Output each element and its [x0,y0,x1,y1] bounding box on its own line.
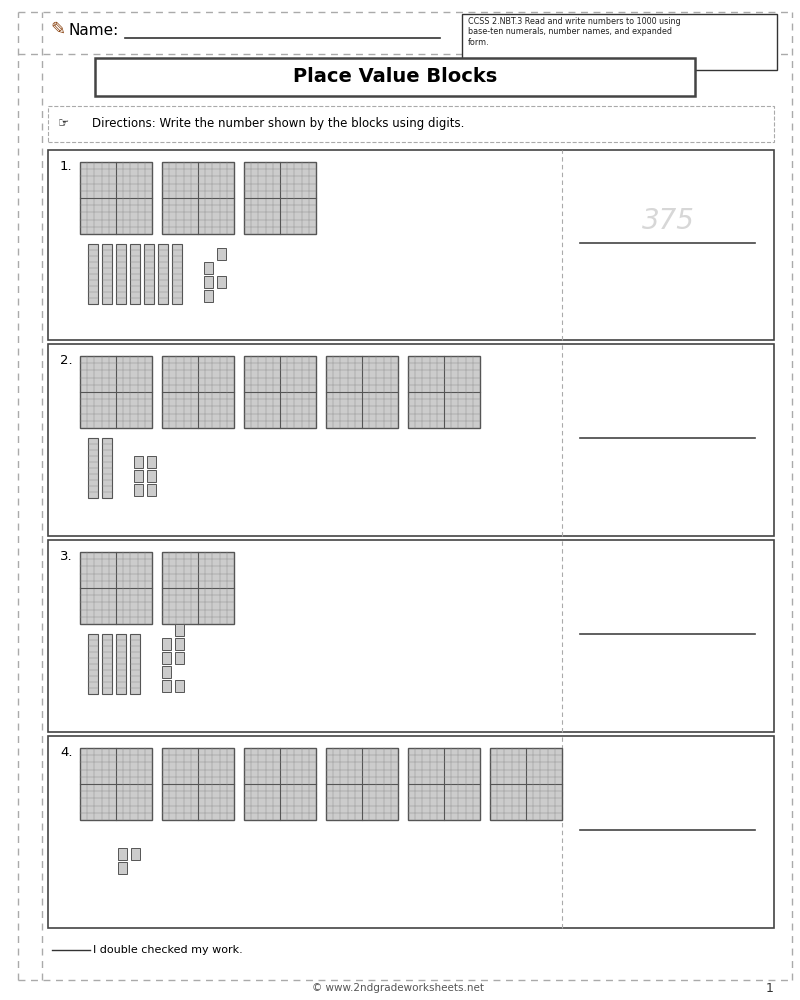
Bar [144,244,154,304]
Bar [175,638,184,650]
Bar [172,244,182,304]
Bar [48,736,774,928]
Bar [217,276,226,288]
Bar [162,552,234,624]
Bar [80,356,152,428]
Bar [80,552,152,624]
Bar [175,680,184,692]
Bar [490,748,562,820]
Text: ✎: ✎ [50,21,65,39]
Bar [158,244,168,304]
Bar [118,862,127,874]
Bar [116,634,126,694]
Text: © www.2ndgradeworksheets.net: © www.2ndgradeworksheets.net [312,983,484,993]
Bar [162,638,171,650]
Bar [80,162,152,234]
Bar [175,624,184,636]
Text: 4.: 4. [60,746,73,759]
Bar [408,748,480,820]
Bar [408,356,480,428]
Bar [102,634,112,694]
Bar [147,484,156,496]
Bar [244,748,316,820]
Bar [134,484,143,496]
Text: 1: 1 [766,982,774,994]
Bar [147,470,156,482]
Text: 2.: 2. [60,354,73,367]
Bar [326,748,398,820]
Text: Directions: Write the number shown by the blocks using digits.: Directions: Write the number shown by th… [92,117,464,130]
Bar [462,14,777,70]
Bar [102,244,112,304]
Bar [244,162,316,234]
Bar [204,290,213,302]
Bar [162,162,234,234]
Bar [162,680,171,692]
Bar [48,106,774,142]
Bar [134,456,143,468]
Bar [48,150,774,340]
Bar [116,244,126,304]
Bar [131,848,140,860]
Text: 1.: 1. [60,160,73,173]
Text: CCSS 2.NBT.3 Read and write numbers to 1000 using
base-ten numerals, number name: CCSS 2.NBT.3 Read and write numbers to 1… [468,17,681,47]
Bar [217,248,226,260]
Bar [48,540,774,732]
Bar [162,666,171,678]
Bar [88,244,98,304]
Bar [80,748,152,820]
Text: ☞: ☞ [58,117,70,130]
Bar [130,244,140,304]
Bar [204,276,213,288]
Bar [175,652,184,664]
Bar [326,356,398,428]
Bar [162,356,234,428]
Bar [244,356,316,428]
Bar [88,438,98,498]
Bar [102,438,112,498]
Bar [130,634,140,694]
Bar [118,848,127,860]
Text: 3.: 3. [60,550,73,563]
Bar [88,634,98,694]
Bar [204,262,213,274]
Bar [95,58,695,96]
Text: Place Value Blocks: Place Value Blocks [293,68,497,87]
Bar [48,344,774,536]
Bar [162,652,171,664]
Text: I double checked my work.: I double checked my work. [93,945,242,955]
Text: 375: 375 [642,207,694,235]
Bar [134,470,143,482]
Bar [147,456,156,468]
Bar [162,748,234,820]
Text: Name:: Name: [68,23,118,38]
